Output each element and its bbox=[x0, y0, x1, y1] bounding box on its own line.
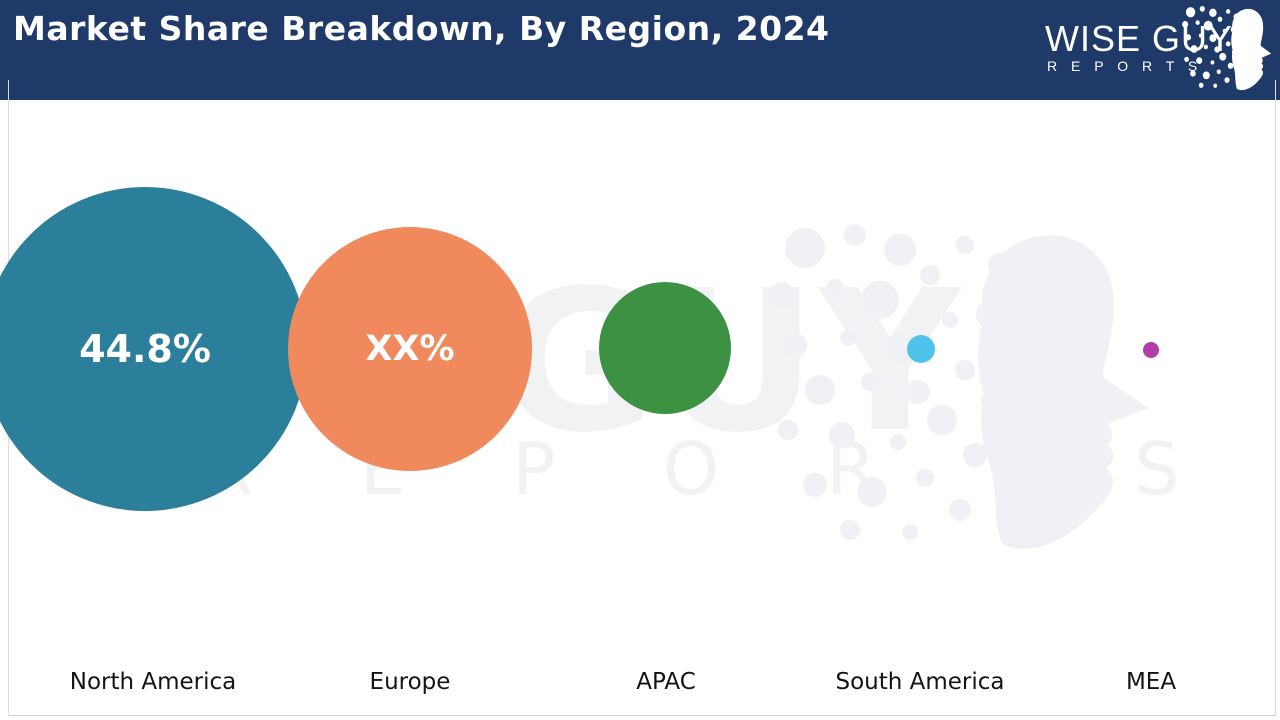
region-label-apac: APAC bbox=[636, 669, 696, 695]
region-label-mea: MEA bbox=[1125, 669, 1177, 695]
logo-head-icon bbox=[1182, 6, 1272, 91]
region-label-south-america: South America bbox=[835, 669, 1005, 695]
wiseguy-logo: WISE GUY R E P O R T S bbox=[1020, 0, 1280, 100]
header: Market Share Breakdown, By Region, 2024 … bbox=[0, 0, 1280, 100]
bubble-north-america: 44.8% bbox=[0, 187, 307, 511]
page-title: Market Share Breakdown, By Region, 2024 bbox=[13, 9, 830, 48]
bubble-south-america bbox=[907, 335, 935, 363]
bubble-apac bbox=[599, 282, 731, 414]
chart-area: GUY R E P O R T S 44.8% XX% North America… bbox=[0, 80, 1280, 720]
logo-subtitle: R E P O R T S bbox=[1047, 58, 1203, 74]
logo-wordmark: WISE GUY bbox=[1045, 18, 1234, 59]
bubble-europe: XX% bbox=[288, 227, 532, 471]
bubble-value-label-europe: XX% bbox=[365, 328, 455, 369]
region-label-north-america: North America bbox=[69, 669, 237, 695]
bubble-mea bbox=[1143, 342, 1159, 358]
bubble-value-label-north-america: 44.8% bbox=[79, 327, 211, 371]
watermark-head-icon bbox=[769, 224, 1148, 549]
region-label-europe: Europe bbox=[369, 669, 451, 695]
